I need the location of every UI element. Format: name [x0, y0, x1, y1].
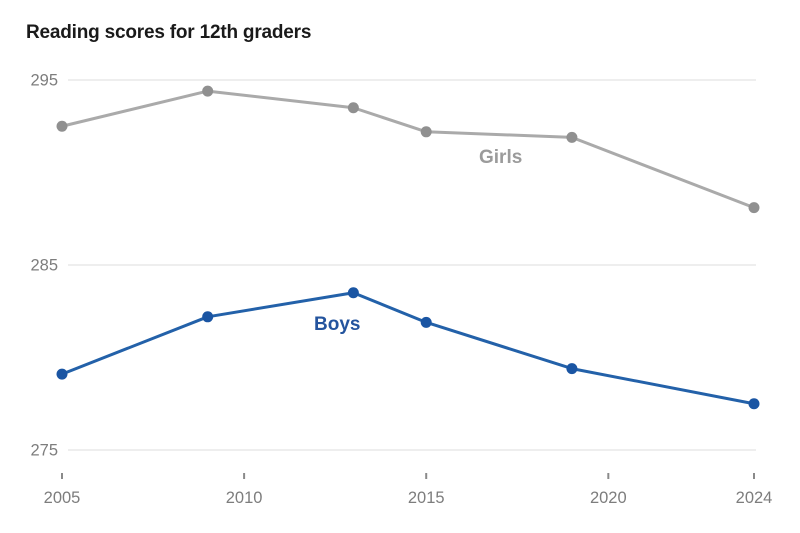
boys-point-2024 [748, 398, 760, 410]
boys-point-2013 [347, 287, 359, 299]
boys-line [60, 291, 756, 406]
girls-point-2013 [347, 102, 359, 114]
x-axis-tick-label-2005: 2005 [44, 489, 81, 507]
girls-point-2005 [56, 120, 68, 132]
y-axis-tick-label-275: 275 [30, 442, 58, 460]
series-label-boys: Boys [314, 314, 361, 335]
girls-point-2015 [420, 126, 432, 138]
series-label-girls: Girls [479, 147, 523, 168]
x-axis-tick-label-2020: 2020 [590, 489, 627, 507]
girls-line [60, 89, 756, 210]
boys-point-2005 [56, 368, 68, 380]
y-axis-tick-label-285: 285 [30, 257, 58, 275]
x-axis-tick-label-2010: 2010 [226, 489, 263, 507]
x-axis-tick-label-2024: 2024 [736, 489, 773, 507]
boys-point-2019 [566, 363, 578, 375]
girls-point-2024 [748, 202, 760, 214]
chart-title: Reading scores for 12th graders [26, 22, 312, 43]
x-axis-tick-label-2015: 2015 [408, 489, 445, 507]
girls-point-2009 [202, 85, 214, 97]
boys-point-2015 [420, 316, 432, 328]
boys-point-2009 [202, 311, 214, 323]
girls-point-2019 [566, 131, 578, 143]
y-axis-tick-label-295: 295 [30, 72, 58, 90]
